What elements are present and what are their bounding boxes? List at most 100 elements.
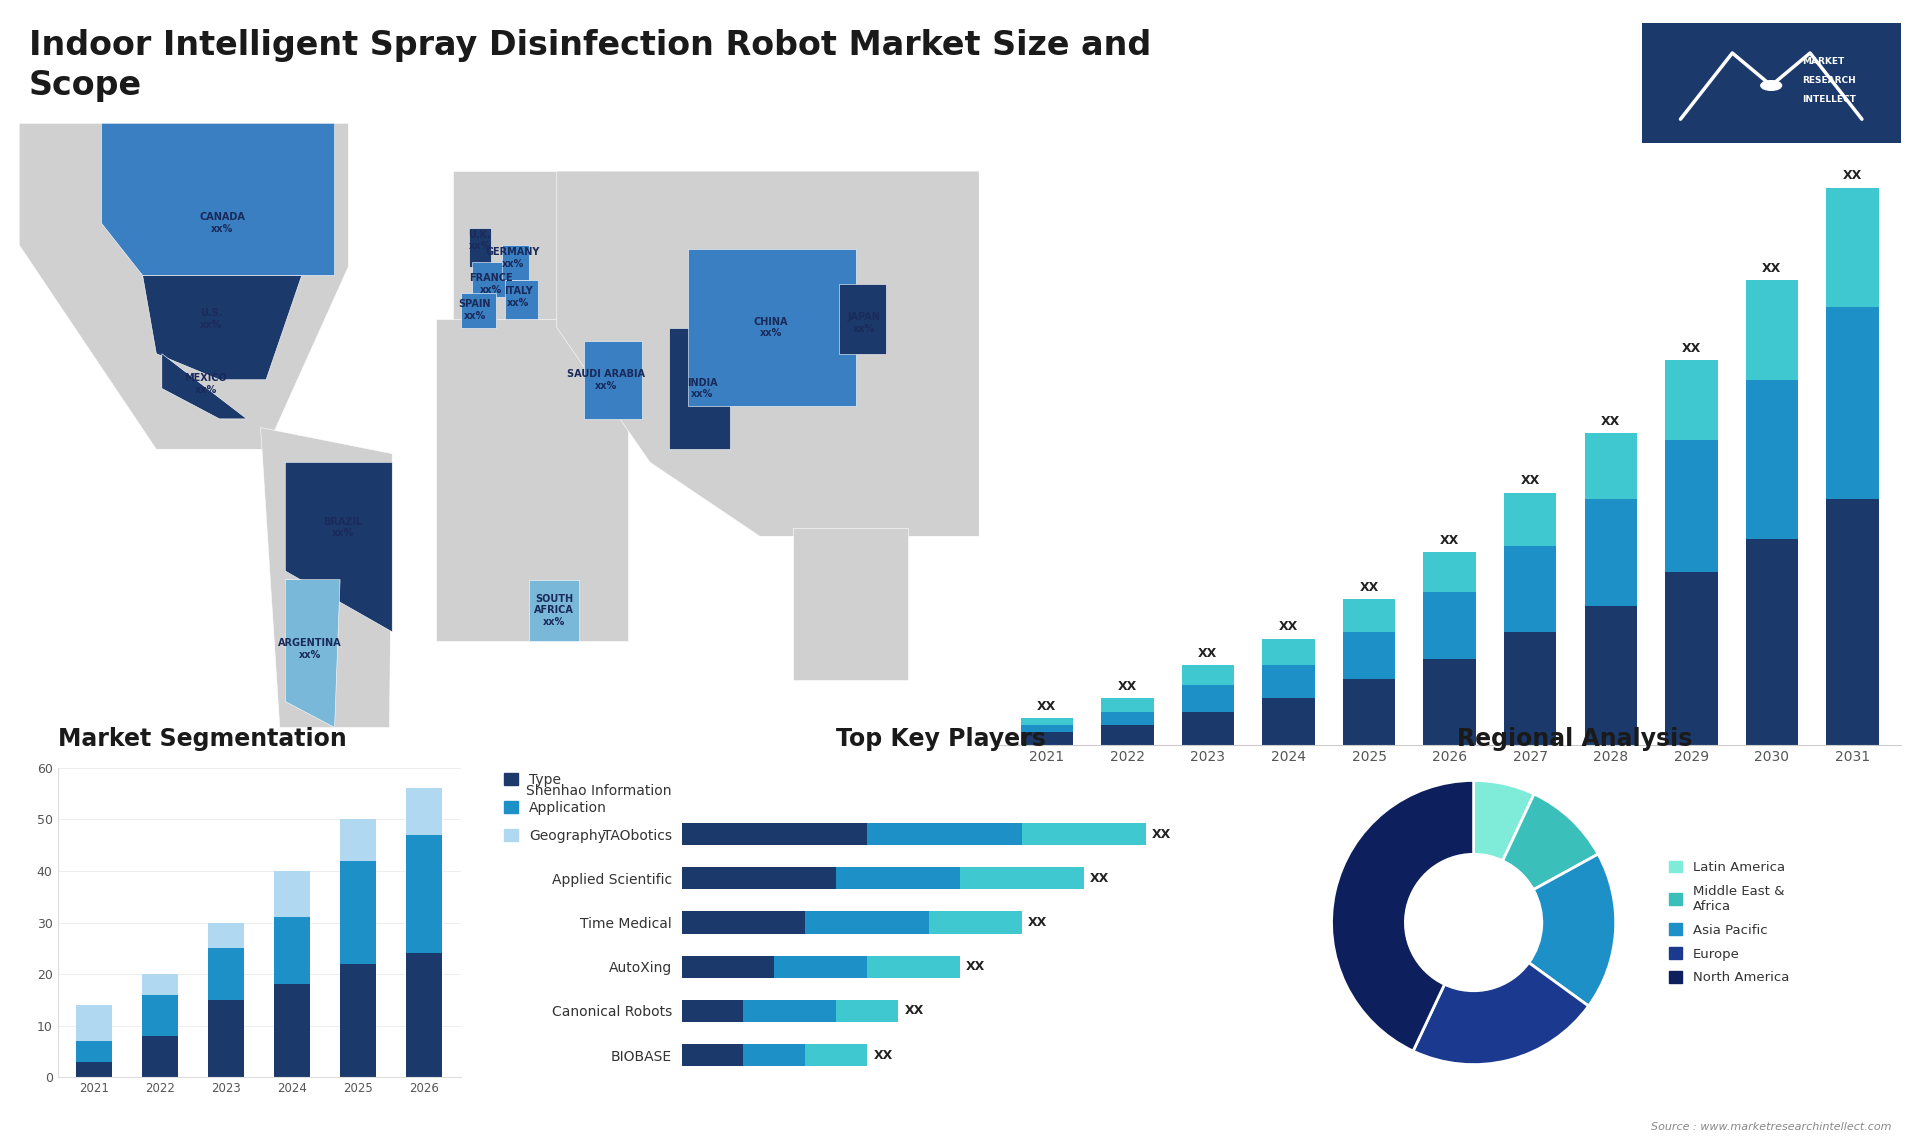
Bar (868, 956, 960, 978)
Bar (1503, 633, 1557, 745)
Text: XX: XX (1843, 170, 1862, 182)
Wedge shape (1473, 780, 1534, 861)
Bar (682, 868, 837, 889)
Bar (340, 819, 376, 861)
Text: JAPAN
xx%: JAPAN xx% (847, 313, 881, 333)
Text: U.S.
xx%: U.S. xx% (200, 308, 223, 330)
Bar (1423, 552, 1476, 592)
Bar (1342, 633, 1396, 678)
Bar (275, 917, 311, 984)
Text: INTELLECT: INTELLECT (1803, 95, 1857, 104)
Text: XX: XX (1091, 872, 1110, 885)
Text: XX: XX (1279, 620, 1298, 634)
Bar (774, 956, 868, 978)
Text: BRAZIL
xx%: BRAZIL xx% (323, 517, 363, 539)
Text: CHINA
xx%: CHINA xx% (753, 316, 787, 338)
Text: SPAIN
xx%: SPAIN xx% (459, 299, 492, 321)
Text: CANADA
xx%: CANADA xx% (200, 212, 246, 234)
Bar (1261, 638, 1315, 666)
Bar (682, 999, 743, 1022)
Bar (407, 834, 442, 953)
Bar (929, 911, 1021, 934)
Polygon shape (505, 280, 538, 319)
Bar (682, 911, 804, 934)
Bar (1826, 188, 1878, 307)
Bar (1102, 712, 1154, 725)
Text: ITALY
xx%: ITALY xx% (505, 286, 532, 308)
Bar (1745, 380, 1797, 540)
Bar (207, 949, 244, 999)
Text: XX: XX (874, 1049, 893, 1061)
Text: XX: XX (1763, 262, 1782, 275)
Text: ARGENTINA
xx%: ARGENTINA xx% (278, 638, 342, 660)
Bar (1665, 572, 1718, 745)
Bar (1342, 678, 1396, 745)
Polygon shape (670, 328, 730, 449)
Polygon shape (689, 250, 856, 406)
Text: XX: XX (1440, 534, 1459, 547)
Polygon shape (472, 262, 507, 297)
Wedge shape (1528, 854, 1615, 1006)
Bar (207, 923, 244, 949)
Bar (1745, 540, 1797, 745)
Legend: Latin America, Middle East &
Africa, Asia Pacific, Europe, North America: Latin America, Middle East & Africa, Asi… (1665, 856, 1793, 989)
Polygon shape (102, 124, 334, 275)
Polygon shape (286, 462, 392, 631)
Polygon shape (557, 171, 979, 536)
Polygon shape (468, 228, 492, 267)
Text: Indoor Intelligent Spray Disinfection Robot Market Size and
Scope: Indoor Intelligent Spray Disinfection Ro… (29, 29, 1152, 102)
Polygon shape (584, 340, 641, 419)
Bar (1021, 823, 1146, 846)
Bar (1021, 719, 1073, 725)
Bar (1584, 433, 1638, 500)
Bar (1584, 500, 1638, 605)
Polygon shape (530, 580, 578, 641)
Polygon shape (461, 293, 497, 328)
Bar (275, 984, 311, 1077)
Text: RESEARCH: RESEARCH (1803, 76, 1857, 85)
Polygon shape (436, 319, 628, 641)
Bar (1342, 599, 1396, 633)
Bar (1665, 360, 1718, 440)
Bar (1102, 698, 1154, 712)
Bar (142, 1036, 179, 1077)
Bar (1423, 592, 1476, 659)
Text: XX: XX (1521, 474, 1540, 487)
Bar (77, 1041, 111, 1061)
Text: XX: XX (1359, 581, 1379, 594)
Text: MARKET: MARKET (1803, 57, 1845, 66)
Bar (1021, 725, 1073, 731)
Bar (837, 999, 899, 1022)
Text: Top Key Players: Top Key Players (835, 727, 1046, 751)
Text: XX: XX (966, 960, 985, 973)
Text: U.K.
xx%: U.K. xx% (468, 230, 492, 251)
Polygon shape (161, 354, 248, 419)
Bar (804, 911, 929, 934)
Wedge shape (1413, 963, 1588, 1065)
Bar (743, 1044, 804, 1066)
Bar (743, 999, 837, 1022)
Polygon shape (142, 275, 301, 379)
Text: Regional Analysis: Regional Analysis (1457, 727, 1692, 751)
Bar (1745, 281, 1797, 380)
Bar (682, 823, 868, 846)
Polygon shape (501, 245, 530, 280)
Bar (142, 995, 179, 1036)
Bar (1826, 500, 1878, 745)
Wedge shape (1332, 780, 1475, 1051)
Polygon shape (839, 284, 885, 354)
Bar (1261, 666, 1315, 698)
Polygon shape (793, 527, 908, 680)
Text: FRANCE
xx%: FRANCE xx% (468, 274, 513, 295)
Bar (1826, 307, 1878, 500)
Wedge shape (1503, 794, 1597, 889)
Text: XX: XX (1117, 680, 1137, 693)
Text: GERMANY
xx%: GERMANY xx% (486, 248, 540, 269)
Bar (407, 788, 442, 834)
Bar (1102, 725, 1154, 745)
Text: INDIA
xx%: INDIA xx% (687, 378, 718, 399)
Text: MEXICO
xx%: MEXICO xx% (184, 374, 227, 395)
Text: XX: XX (1601, 415, 1620, 427)
Bar (868, 823, 1021, 846)
Text: Source : www.marketresearchintellect.com: Source : www.marketresearchintellect.com (1651, 1122, 1891, 1132)
